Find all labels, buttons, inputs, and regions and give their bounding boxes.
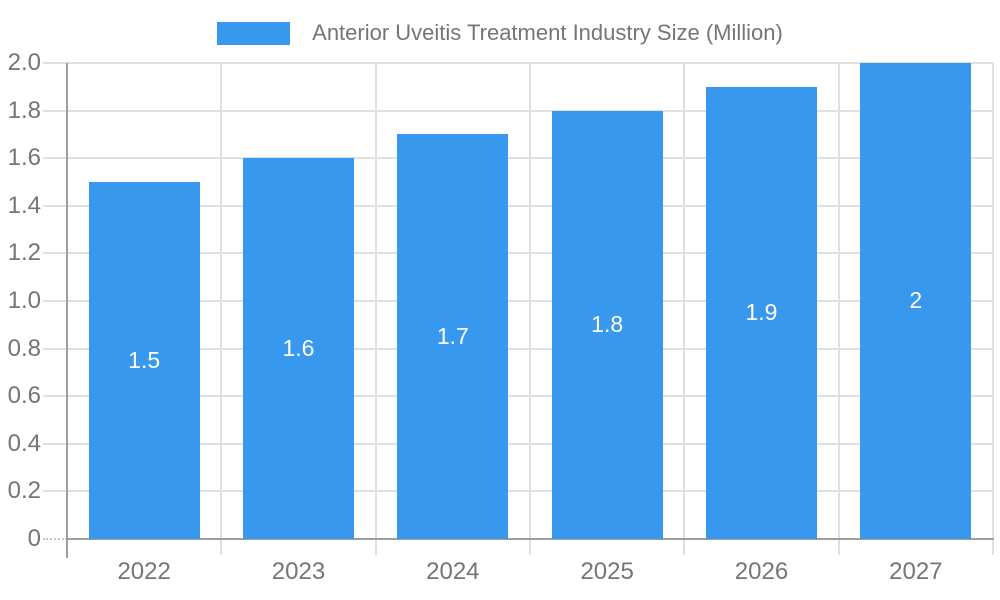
bar-2026[interactable]: 1.9	[706, 86, 817, 539]
y-tick-1.4	[43, 204, 67, 207]
bar-value-label-2025: 1.8	[591, 310, 624, 337]
y-axis-label-1.2: 1.2	[7, 239, 41, 267]
bar-value-label-2027: 2	[909, 287, 923, 313]
y-tick-1.8	[43, 109, 67, 112]
bar-2027[interactable]: 2	[860, 63, 972, 539]
bar-value-label-2022: 1.5	[128, 346, 161, 373]
x-axis-label-2023: 2023	[271, 558, 326, 585]
y-tick-1.2	[43, 252, 67, 255]
x-axis-label-2024: 2024	[426, 558, 480, 585]
y-axis-label-1.6: 1.6	[7, 144, 41, 172]
y-axis-label-2.0: 2.0	[7, 49, 41, 76]
x-axis-label-2025: 2025	[580, 558, 634, 585]
gridline-x-4	[683, 63, 686, 539]
bar-value-label-2026: 1.9	[745, 298, 778, 325]
y-tick-0	[43, 538, 67, 540]
bar-2024[interactable]: 1.7	[397, 134, 509, 539]
legend-title: Anterior Uveitis Treatment Industry Size…	[312, 20, 783, 45]
y-axis-label-1.0: 1.0	[7, 287, 41, 314]
y-tick-1.6	[43, 157, 67, 160]
x-tick-1	[220, 539, 223, 555]
legend-color-swatch	[217, 21, 291, 45]
gridline-x-2	[374, 63, 377, 539]
x-axis-label-2022: 2022	[117, 558, 171, 585]
x-tick-2	[374, 539, 377, 555]
bar-2025[interactable]: 1.8	[551, 110, 663, 539]
legend[interactable]: Anterior Uveitis Treatment Industry Size…	[0, 20, 1000, 46]
x-axis-label-2027: 2027	[889, 558, 943, 585]
x-tick-3	[529, 539, 531, 555]
y-axis-line	[66, 63, 68, 558]
bar-2022[interactable]: 1.5	[88, 182, 200, 539]
y-axis-label-1.8: 1.8	[7, 96, 41, 124]
x-tick-5	[837, 539, 840, 555]
x-tick-6	[992, 539, 994, 555]
y-axis-label-0.8: 0.8	[7, 334, 41, 362]
gridline-x-1	[220, 63, 223, 539]
x-axis-label-2026: 2026	[734, 558, 789, 585]
y-tick-0.2	[43, 490, 67, 493]
y-axis-label-0.2: 0.2	[7, 477, 41, 505]
y-tick-2.0	[43, 62, 67, 64]
gridline-x-5	[837, 63, 840, 539]
y-axis-label-1.4: 1.4	[7, 191, 41, 219]
y-tick-0.8	[43, 347, 67, 350]
bar-value-label-2023: 1.6	[282, 334, 315, 361]
y-tick-1.0	[43, 300, 67, 302]
bar-2023[interactable]: 1.6	[243, 158, 354, 539]
gridline-x-3	[529, 63, 531, 539]
x-tick-4	[683, 539, 686, 555]
y-tick-0.4	[43, 442, 67, 445]
y-axis-label-0: 0	[27, 525, 41, 552]
x-axis-baseline	[66, 538, 994, 540]
bar-value-label-2024: 1.7	[436, 322, 469, 349]
y-axis-label-0.6: 0.6	[7, 382, 41, 410]
y-axis-label-0.4: 0.4	[7, 429, 41, 457]
gridline-x-6	[992, 63, 994, 539]
y-tick-0.6	[43, 395, 67, 398]
